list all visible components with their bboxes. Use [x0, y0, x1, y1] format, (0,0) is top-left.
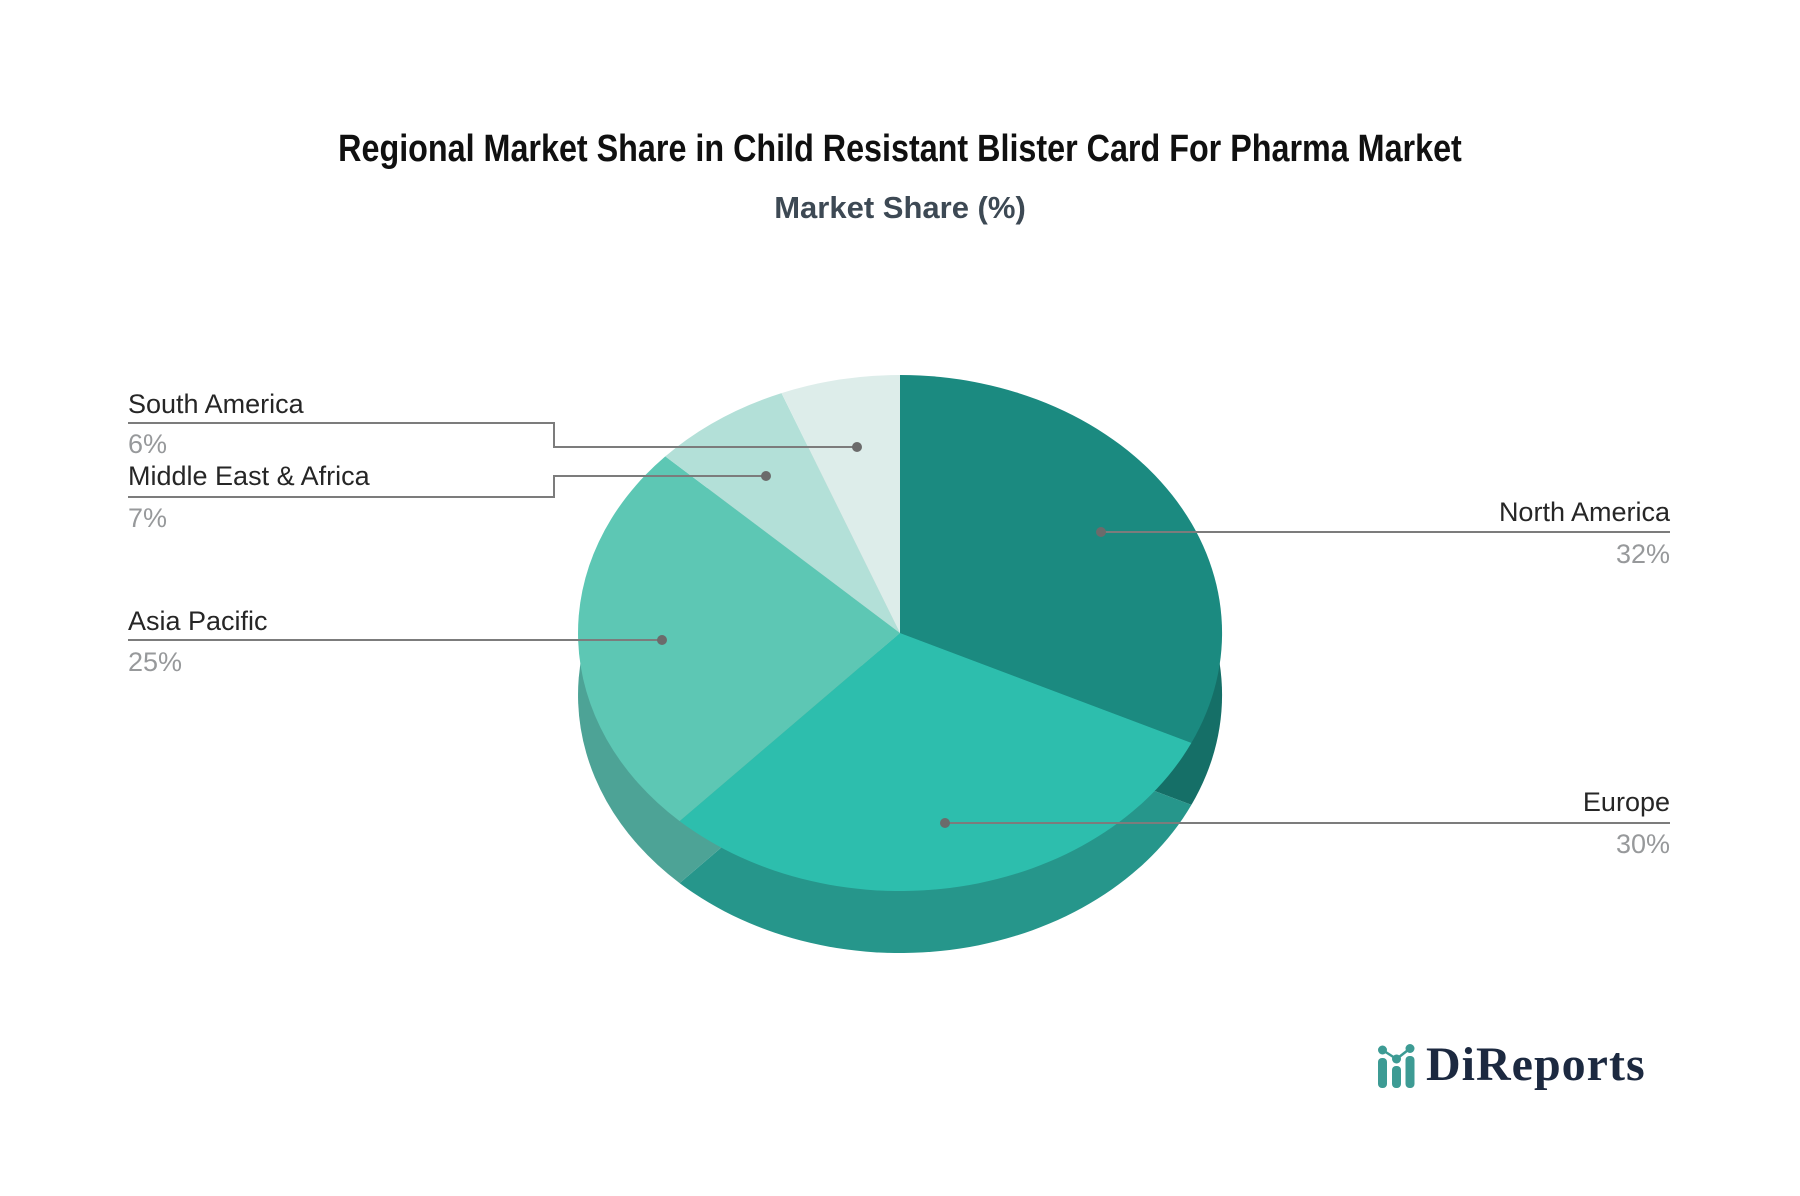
- slice-label-middle-east-africa: Middle East & Africa: [128, 461, 370, 491]
- leader-dot-europe: [940, 818, 950, 828]
- leader-dot-south-america: [852, 442, 862, 452]
- slice-value-europe: 30%: [1615, 829, 1670, 859]
- leader-line-south-america: [128, 422, 857, 448]
- pie-top-layer: [578, 375, 1223, 892]
- slice-value-north-america: 32%: [1615, 539, 1670, 569]
- slice-label-asia-pacific: Asia Pacific: [128, 606, 268, 636]
- chart-subtitle: Market Share (%): [774, 190, 1026, 225]
- pie-slice-asia-pacific[interactable]: [578, 456, 900, 822]
- slice-value-south-america: 6%: [128, 429, 168, 459]
- brand-logo[interactable]: DiReports: [1376, 1040, 1646, 1090]
- pie-slice-europe[interactable]: [679, 633, 1192, 892]
- bar-chart-trend-icon: [1378, 1044, 1415, 1088]
- brand-name: DiReports: [1426, 1038, 1646, 1091]
- pie-slice-north-america[interactable]: [900, 375, 1223, 743]
- slice-label-north-america: North America: [1498, 497, 1670, 527]
- chart-title: Regional Market Share in Child Resistant…: [338, 128, 1462, 170]
- slice-label-south-america: South America: [128, 389, 304, 419]
- leader-dot-asia-pacific: [657, 635, 667, 645]
- slice-value-asia-pacific: 25%: [128, 647, 183, 677]
- slice-value-middle-east-africa: 7%: [128, 503, 168, 533]
- leader-dot-north-america: [1096, 527, 1106, 537]
- leader-lines-layer: [128, 422, 1670, 828]
- pie-slice-south-america[interactable]: [781, 375, 901, 633]
- pie-slice-middle-east-africa[interactable]: [665, 393, 900, 633]
- leader-line-middle-east-africa: [128, 475, 766, 498]
- leader-dot-middle-east-africa: [761, 471, 771, 481]
- slice-label-europe: Europe: [1582, 787, 1670, 817]
